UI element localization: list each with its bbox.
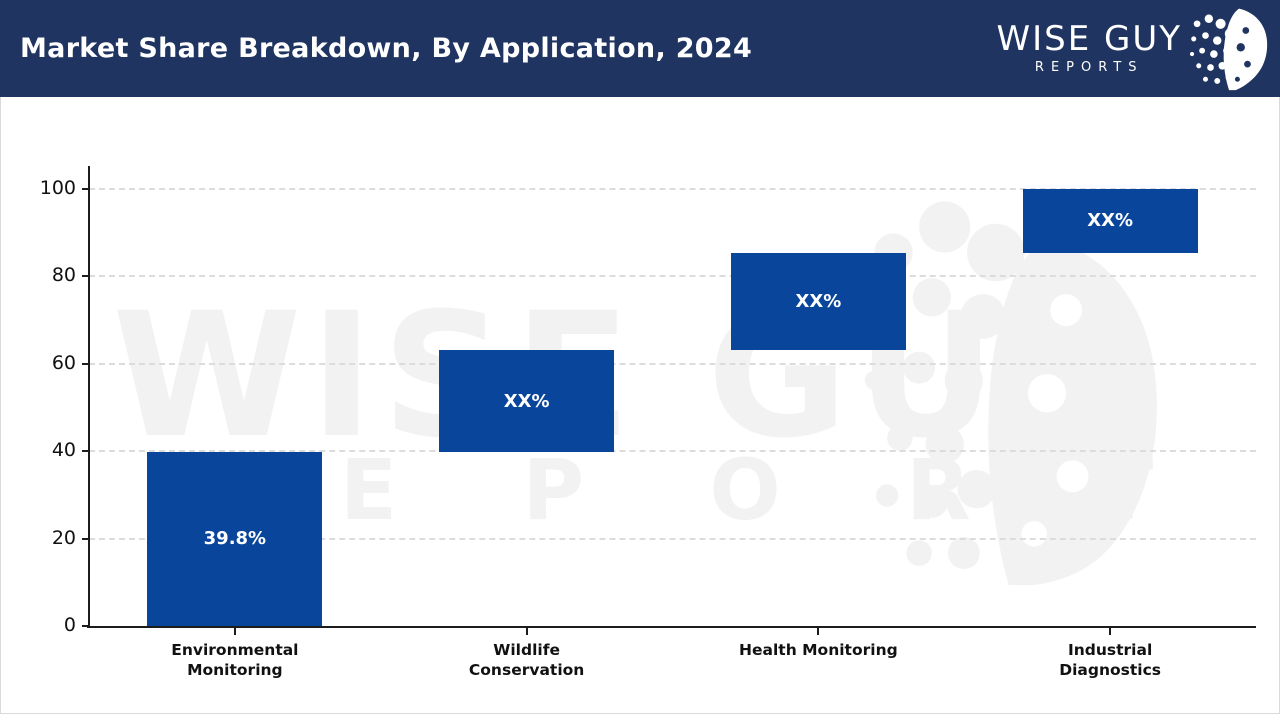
gridline-80 xyxy=(89,275,1256,277)
gridline-20 xyxy=(89,537,1256,540)
x-tick-2 xyxy=(817,628,820,635)
y-tick-80 xyxy=(82,275,89,277)
bar-value-label: XX% xyxy=(795,291,842,313)
x-category-label: Wildlife Conservation xyxy=(468,641,585,680)
gridline-100 xyxy=(89,187,1256,190)
y-tick-60 xyxy=(82,362,89,365)
bar-health-monitoring: XX% xyxy=(730,252,906,351)
bar-value-label: 39.8% xyxy=(203,528,267,550)
bar-value-label: XX% xyxy=(1087,210,1134,232)
logo-wordmark: WISE GUY xyxy=(996,19,1182,60)
y-tick-20 xyxy=(82,537,89,540)
y-tick-100 xyxy=(82,187,89,190)
y-tick-label: 40 xyxy=(51,439,76,461)
x-tick-1 xyxy=(525,628,528,635)
y-axis-line xyxy=(88,166,90,628)
x-category-label: Industrial Diagnostics xyxy=(1059,641,1162,680)
y-tick-label: 80 xyxy=(51,264,76,286)
logo-text: WISE GUY REPORTS xyxy=(996,19,1182,75)
x-axis-line xyxy=(87,626,1256,628)
bar-wildlife-conservation: XX% xyxy=(439,350,615,452)
gridline-60 xyxy=(89,362,1256,365)
x-tick-3 xyxy=(1109,628,1112,635)
y-tick-label: 0 xyxy=(63,614,76,636)
y-tick-40 xyxy=(82,450,89,452)
logo-head-icon xyxy=(1189,8,1268,90)
x-category-label: Environmental Monitoring xyxy=(171,641,299,680)
page-title: Market Share Breakdown, By Application, … xyxy=(20,33,753,64)
gridline-40 xyxy=(89,450,1256,452)
bar-value-label: XX% xyxy=(503,390,550,412)
y-tick-label: 60 xyxy=(51,351,76,374)
y-tick-0 xyxy=(82,625,89,627)
y-tick-label: 20 xyxy=(51,526,76,549)
bar-environmental-monitoring: 39.8% xyxy=(147,451,323,626)
logo-subtitle: REPORTS xyxy=(1034,59,1144,75)
x-category-label: Health Monitoring xyxy=(739,641,898,659)
x-tick-0 xyxy=(233,628,236,635)
watermark-head-icon xyxy=(864,201,1157,585)
header-bar: Market Share Breakdown, By Application, … xyxy=(0,0,1280,97)
bar-industrial-diagnostics: XX% xyxy=(1022,188,1198,253)
wise-guy-reports-logo: WISE GUY REPORTS xyxy=(996,0,1272,97)
y-tick-label: 100 xyxy=(39,176,76,199)
